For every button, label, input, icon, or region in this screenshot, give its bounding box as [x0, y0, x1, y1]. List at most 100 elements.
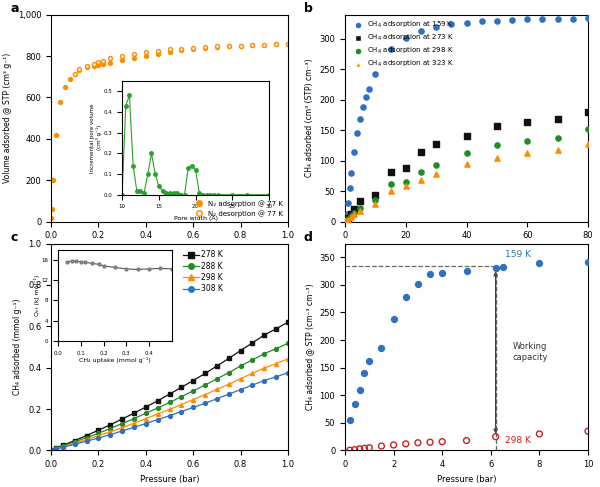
- Point: [507, 16, 517, 24]
- 278 K: [52, 445, 59, 451]
- Point: [401, 164, 410, 172]
- 278 K: [225, 356, 232, 361]
- 288 K: [154, 405, 161, 411]
- Point: [462, 132, 472, 140]
- Point: [355, 198, 365, 206]
- 288 K: [202, 382, 209, 388]
- Point: [355, 445, 364, 453]
- 298 K: [237, 376, 244, 382]
- 298 K: [166, 407, 173, 412]
- Point: [523, 118, 532, 126]
- Point: [346, 213, 356, 221]
- Point: [553, 133, 562, 141]
- Point: [386, 180, 395, 187]
- Point: [492, 122, 502, 130]
- Point: [341, 213, 351, 221]
- Point: [371, 71, 380, 78]
- Point: [349, 148, 359, 155]
- Point: [342, 210, 352, 218]
- 308 K: [52, 446, 59, 452]
- 308 K: [107, 431, 114, 437]
- Point: [365, 357, 374, 365]
- Point: [377, 442, 386, 450]
- Point: [431, 161, 441, 169]
- X-axis label: Pressure (bar): Pressure (bar): [140, 475, 199, 484]
- Point: [437, 438, 447, 446]
- Point: [346, 210, 356, 218]
- Point: [446, 20, 456, 28]
- 278 K: [71, 438, 79, 444]
- 278 K: [272, 326, 280, 332]
- Point: [425, 438, 435, 446]
- Point: [401, 182, 410, 190]
- 298 K: [59, 444, 67, 450]
- Point: [359, 444, 369, 452]
- 298 K: [284, 356, 292, 362]
- 278 K: [237, 348, 244, 354]
- 308 K: [95, 435, 102, 441]
- 278 K: [47, 448, 55, 453]
- Point: [341, 218, 350, 225]
- 278 K: [119, 416, 126, 422]
- Line: 278 K: 278 K: [49, 320, 290, 452]
- Point: [341, 217, 350, 225]
- 308 K: [249, 382, 256, 388]
- 288 K: [284, 340, 292, 346]
- Point: [358, 103, 368, 111]
- Point: [523, 137, 532, 145]
- 278 K: [249, 340, 256, 346]
- Point: [462, 160, 472, 168]
- 298 K: [214, 387, 221, 393]
- Point: [553, 15, 562, 23]
- Point: [416, 148, 426, 155]
- Point: [523, 150, 532, 157]
- Point: [425, 270, 435, 278]
- 288 K: [261, 351, 268, 356]
- Point: [355, 115, 365, 123]
- 298 K: [52, 446, 59, 452]
- Line: 288 K: 288 K: [49, 341, 290, 452]
- Point: [413, 280, 422, 288]
- 298 K: [71, 440, 79, 446]
- 298 K: [190, 396, 197, 402]
- Point: [361, 93, 371, 101]
- 298 K: [249, 370, 256, 376]
- Point: [498, 263, 508, 271]
- Y-axis label: CH₄ adsorbed (mmol g⁻¹): CH₄ adsorbed (mmol g⁻¹): [13, 299, 22, 395]
- Text: a: a: [11, 2, 19, 15]
- 298 K: [202, 392, 209, 397]
- 298 K: [142, 416, 149, 422]
- Point: [386, 45, 395, 53]
- 278 K: [214, 363, 221, 369]
- Point: [371, 200, 380, 208]
- Point: [416, 27, 426, 35]
- 278 K: [154, 398, 161, 404]
- Point: [401, 178, 410, 186]
- Text: d: d: [304, 231, 313, 244]
- Legend: CH$_4$ adsorption at 159 K, CH$_4$ adsorption at 273 K, CH$_4$ adsorption at 298: CH$_4$ adsorption at 159 K, CH$_4$ adsor…: [349, 18, 455, 72]
- Point: [352, 130, 362, 137]
- Point: [583, 258, 593, 265]
- 298 K: [95, 433, 102, 439]
- Point: [345, 446, 355, 454]
- X-axis label: Pressure (bar): Pressure (bar): [437, 246, 496, 255]
- 308 K: [142, 421, 149, 427]
- Point: [350, 446, 359, 453]
- Point: [341, 217, 351, 225]
- 288 K: [107, 426, 114, 431]
- 288 K: [237, 363, 244, 369]
- Point: [568, 15, 578, 23]
- Y-axis label: CH₄ adsorbed (cm³ (STP) cm⁻³): CH₄ adsorbed (cm³ (STP) cm⁻³): [305, 59, 314, 177]
- 298 K: [47, 448, 55, 453]
- 278 K: [190, 377, 197, 383]
- Point: [386, 187, 395, 195]
- Point: [342, 217, 352, 225]
- 288 K: [142, 410, 149, 416]
- Point: [343, 216, 353, 224]
- Point: [491, 264, 500, 272]
- Point: [341, 216, 351, 224]
- 288 K: [95, 431, 102, 436]
- 288 K: [47, 448, 55, 453]
- 298 K: [261, 365, 268, 371]
- Point: [342, 216, 352, 224]
